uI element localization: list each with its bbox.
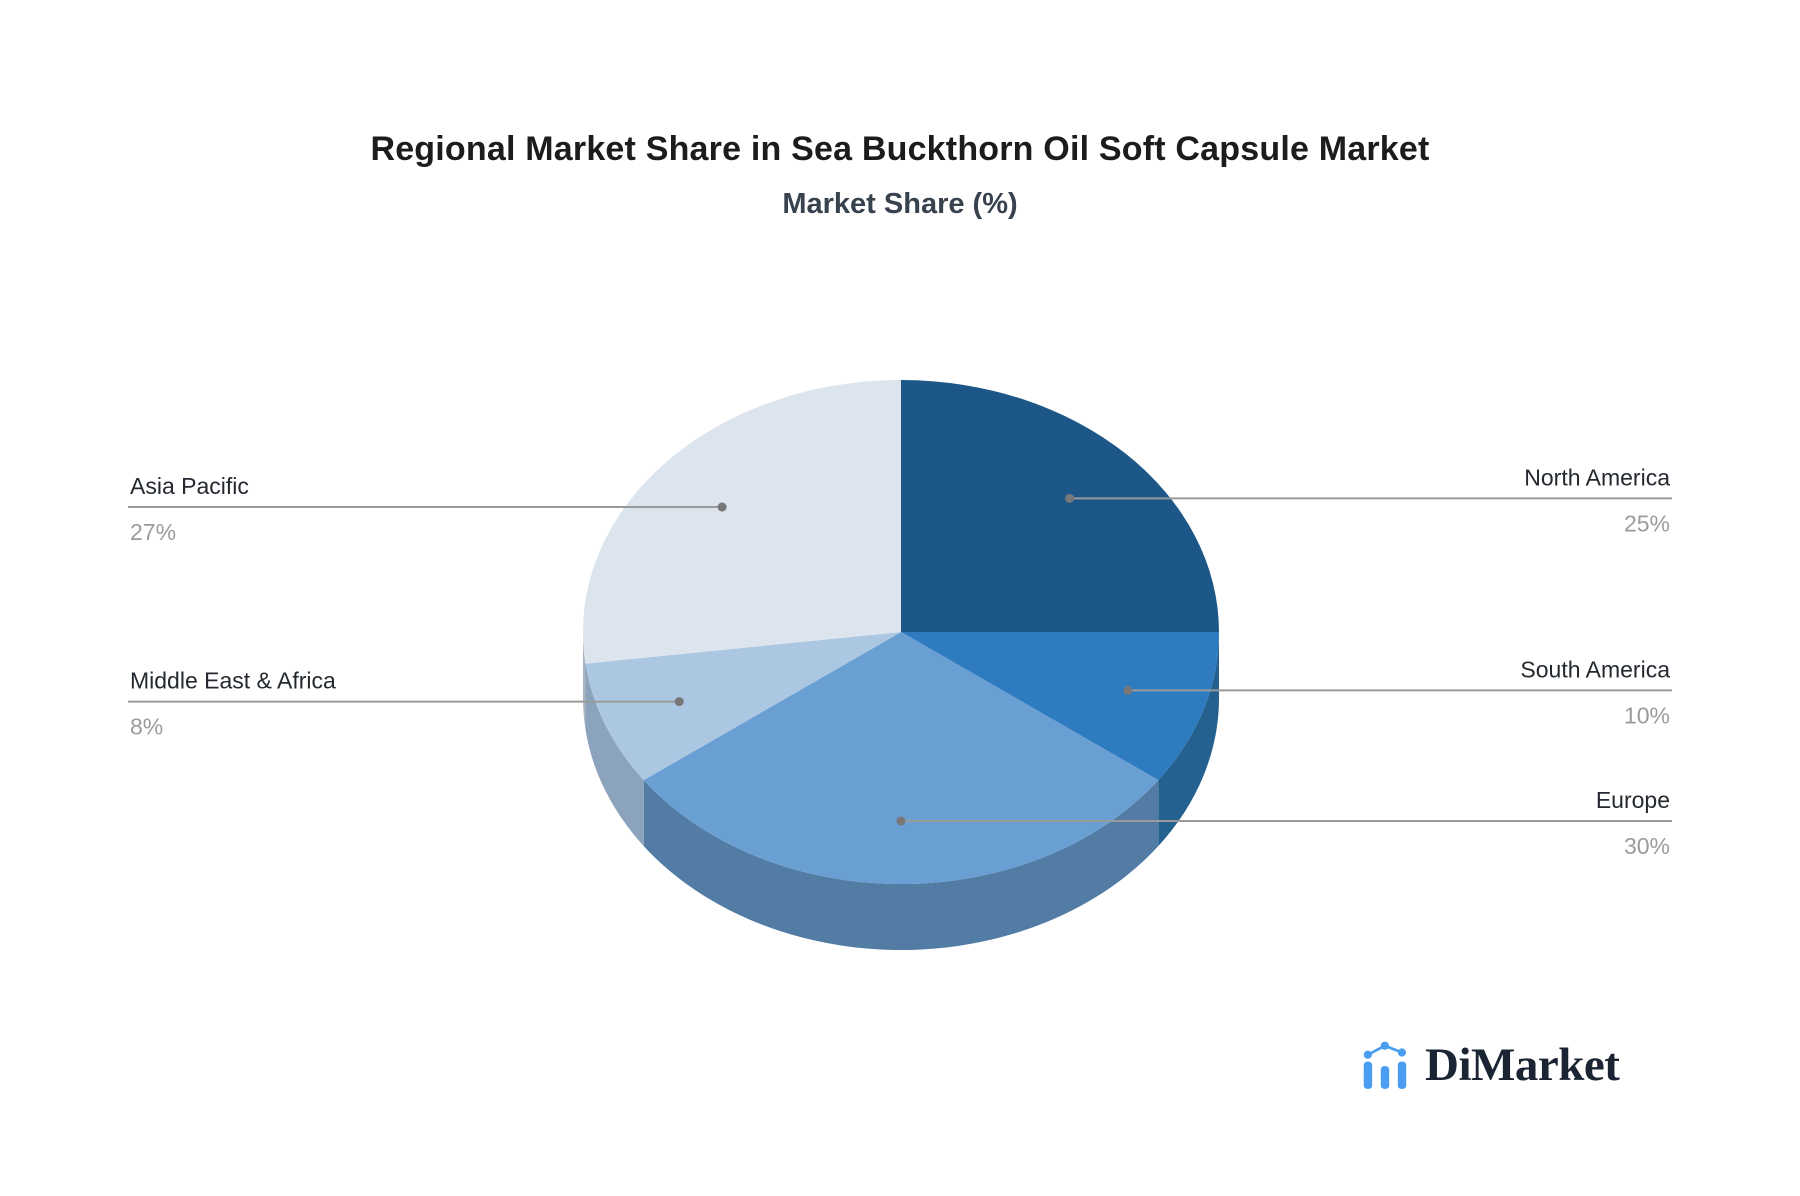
leader-dot-asia-pacific [717, 502, 727, 512]
brand-logo: DiMarket [1360, 1036, 1620, 1094]
pie-slice-asia-pacific[interactable] [583, 380, 901, 664]
slice-label-asia-pacific: Asia Pacific [130, 473, 249, 499]
slice-label-middle-east-africa: Middle East & Africa [130, 668, 336, 694]
pie-slice-side-asia-pacific [583, 632, 586, 730]
pie-slice-side-europe [643, 780, 1159, 951]
leader-dot-europe [896, 816, 906, 826]
slice-value-europe: 30% [1624, 833, 1670, 859]
chart-title: Regional Market Share in Sea Buckthorn O… [370, 130, 1430, 168]
pie-slice-north-america[interactable] [901, 380, 1219, 632]
bar-line-chart-icon [1363, 1041, 1407, 1089]
slice-value-asia-pacific: 27% [130, 519, 176, 545]
chart-subtitle: Market Share (%) [782, 188, 1018, 220]
slice-value-north-america: 25% [1624, 510, 1670, 536]
pie-slice-side-south-america [1158, 632, 1219, 847]
leader-dot-north-america [1065, 493, 1075, 503]
brand-name: DiMarket [1425, 1039, 1620, 1091]
leader-dot-south-america [1123, 685, 1133, 695]
slice-label-south-america: South America [1520, 656, 1670, 682]
slice-value-middle-east-africa: 8% [130, 714, 163, 740]
leader-dot-middle-east-africa [674, 697, 684, 707]
slice-label-north-america: North America [1524, 464, 1670, 490]
pie-slice-side-middle-east-africa [585, 663, 644, 847]
pie-slice-middle-east-africa[interactable] [585, 632, 901, 781]
pie-slice-south-america[interactable] [901, 632, 1219, 781]
slice-label-europe: Europe [1596, 787, 1670, 813]
slice-value-south-america: 10% [1624, 702, 1670, 728]
